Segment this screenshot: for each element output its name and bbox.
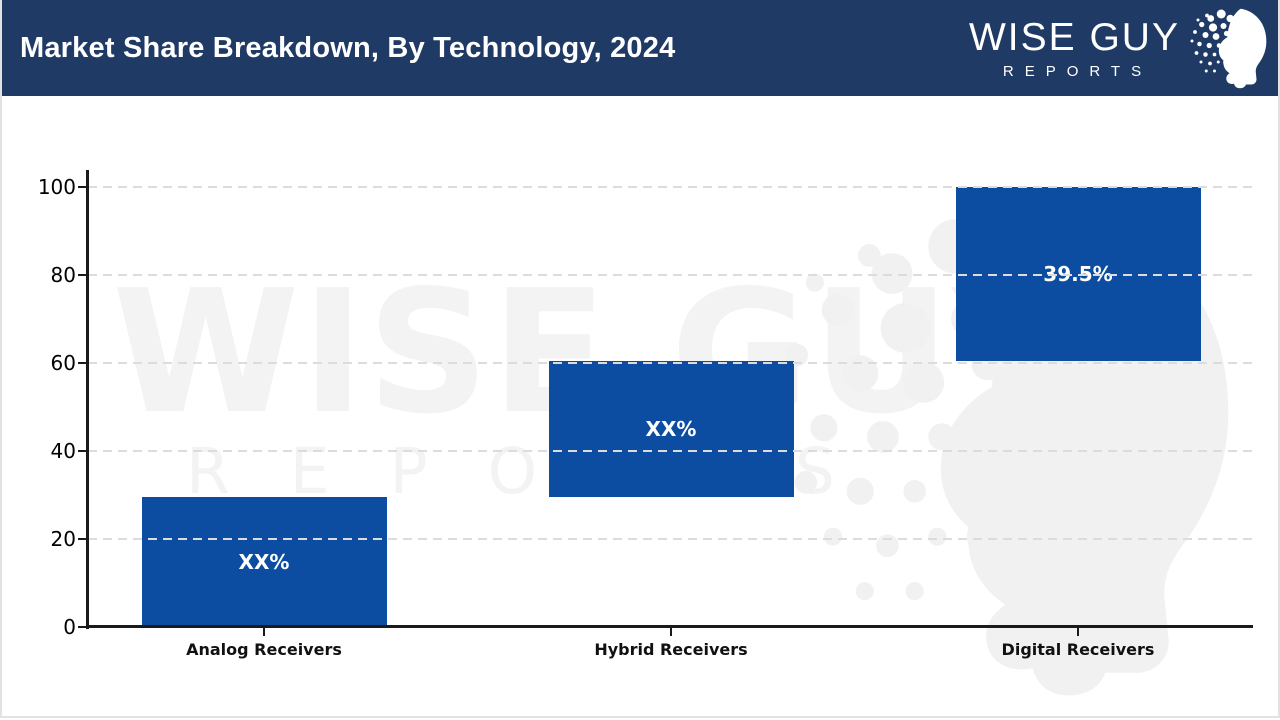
gridline-y20 <box>88 538 1253 540</box>
logo-head-icon <box>1186 8 1276 89</box>
x-axis-category-label: Analog Receivers <box>186 640 342 659</box>
x-axis-tick-mark <box>1077 628 1079 636</box>
x-axis-line <box>86 625 1253 628</box>
y-axis-tick-label: 20 <box>50 527 76 551</box>
y-axis-tick-mark <box>78 362 87 364</box>
header-bar: Market Share Breakdown, By Technology, 2… <box>0 0 1280 96</box>
y-axis-tick-mark <box>78 626 87 628</box>
gridline-y60 <box>88 362 1253 364</box>
y-axis-tick-label: 0 <box>63 615 76 639</box>
y-axis-tick-mark <box>78 274 87 276</box>
brand-logo: WISE GUY REPORTS <box>969 0 1276 96</box>
y-axis-tick-label: 60 <box>50 351 76 375</box>
y-axis-tick-mark <box>78 538 87 540</box>
y-axis-tick-label: 100 <box>37 175 76 199</box>
x-axis-tick-mark <box>670 628 672 636</box>
brand-logo-text: WISE GUY REPORTS <box>969 18 1180 79</box>
y-axis-line <box>86 170 89 629</box>
bar-hybrid-receivers: XX% <box>548 360 794 498</box>
chart-title: Market Share Breakdown, By Technology, 2… <box>20 31 676 64</box>
bar-digital-receivers: 39.5% <box>955 187 1201 361</box>
x-axis-category-label: Hybrid Receivers <box>594 640 748 659</box>
gridline-y100 <box>88 186 1253 188</box>
x-axis-category-label: Digital Receivers <box>1001 640 1155 659</box>
y-axis-tick-mark <box>78 450 87 452</box>
bar-value-label: XX% <box>645 416 697 441</box>
y-axis-tick-mark <box>78 186 87 188</box>
logo-wordmark: WISE GUY <box>968 15 1180 59</box>
gridline-y80 <box>88 274 1253 276</box>
logo-subtitle: REPORTS <box>1002 62 1153 80</box>
y-axis-tick-label: 40 <box>50 439 76 463</box>
y-axis-tick-label: 80 <box>50 263 76 287</box>
bar-analog-receivers: XX% <box>141 497 387 627</box>
bar-value-label: 39.5% <box>1043 261 1113 286</box>
gridline-y40 <box>88 450 1253 452</box>
x-axis-tick-mark <box>263 628 265 636</box>
bar-value-label: XX% <box>238 550 290 575</box>
